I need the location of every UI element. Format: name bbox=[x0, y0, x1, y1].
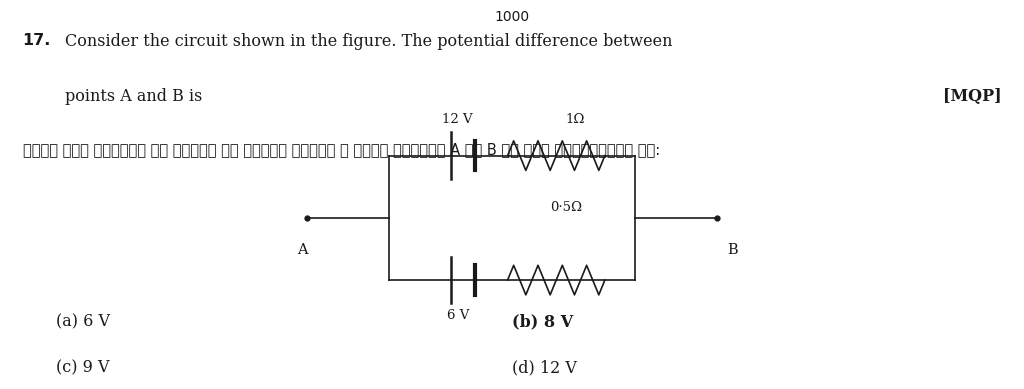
Text: 1000: 1000 bbox=[495, 10, 529, 24]
Text: (a) 6 V: (a) 6 V bbox=[56, 313, 111, 330]
Text: Consider the circuit shown in the figure. The potential difference between: Consider the circuit shown in the figure… bbox=[65, 33, 672, 50]
Text: 12 V: 12 V bbox=[442, 114, 473, 126]
Text: आरेख में दर्शाए गए परिपथ पर विचार कीजिए । इसके बिन्दु A और B के बीच विभवान्तर है: आरेख में दर्शाए गए परिपथ पर विचार कीजिए … bbox=[23, 142, 659, 157]
Text: 17.: 17. bbox=[23, 33, 51, 48]
Text: (c) 9 V: (c) 9 V bbox=[56, 360, 110, 377]
Text: 6 V: 6 V bbox=[446, 309, 469, 322]
Text: (b) 8 V: (b) 8 V bbox=[512, 313, 573, 330]
Text: [MQP]: [MQP] bbox=[943, 88, 1001, 105]
Text: points A and B is: points A and B is bbox=[65, 88, 202, 105]
Text: B: B bbox=[727, 243, 737, 257]
Text: (d) 12 V: (d) 12 V bbox=[512, 360, 577, 377]
Text: A: A bbox=[297, 243, 307, 257]
Text: 1Ω: 1Ω bbox=[565, 114, 585, 126]
Text: 0·5Ω: 0·5Ω bbox=[551, 201, 583, 214]
